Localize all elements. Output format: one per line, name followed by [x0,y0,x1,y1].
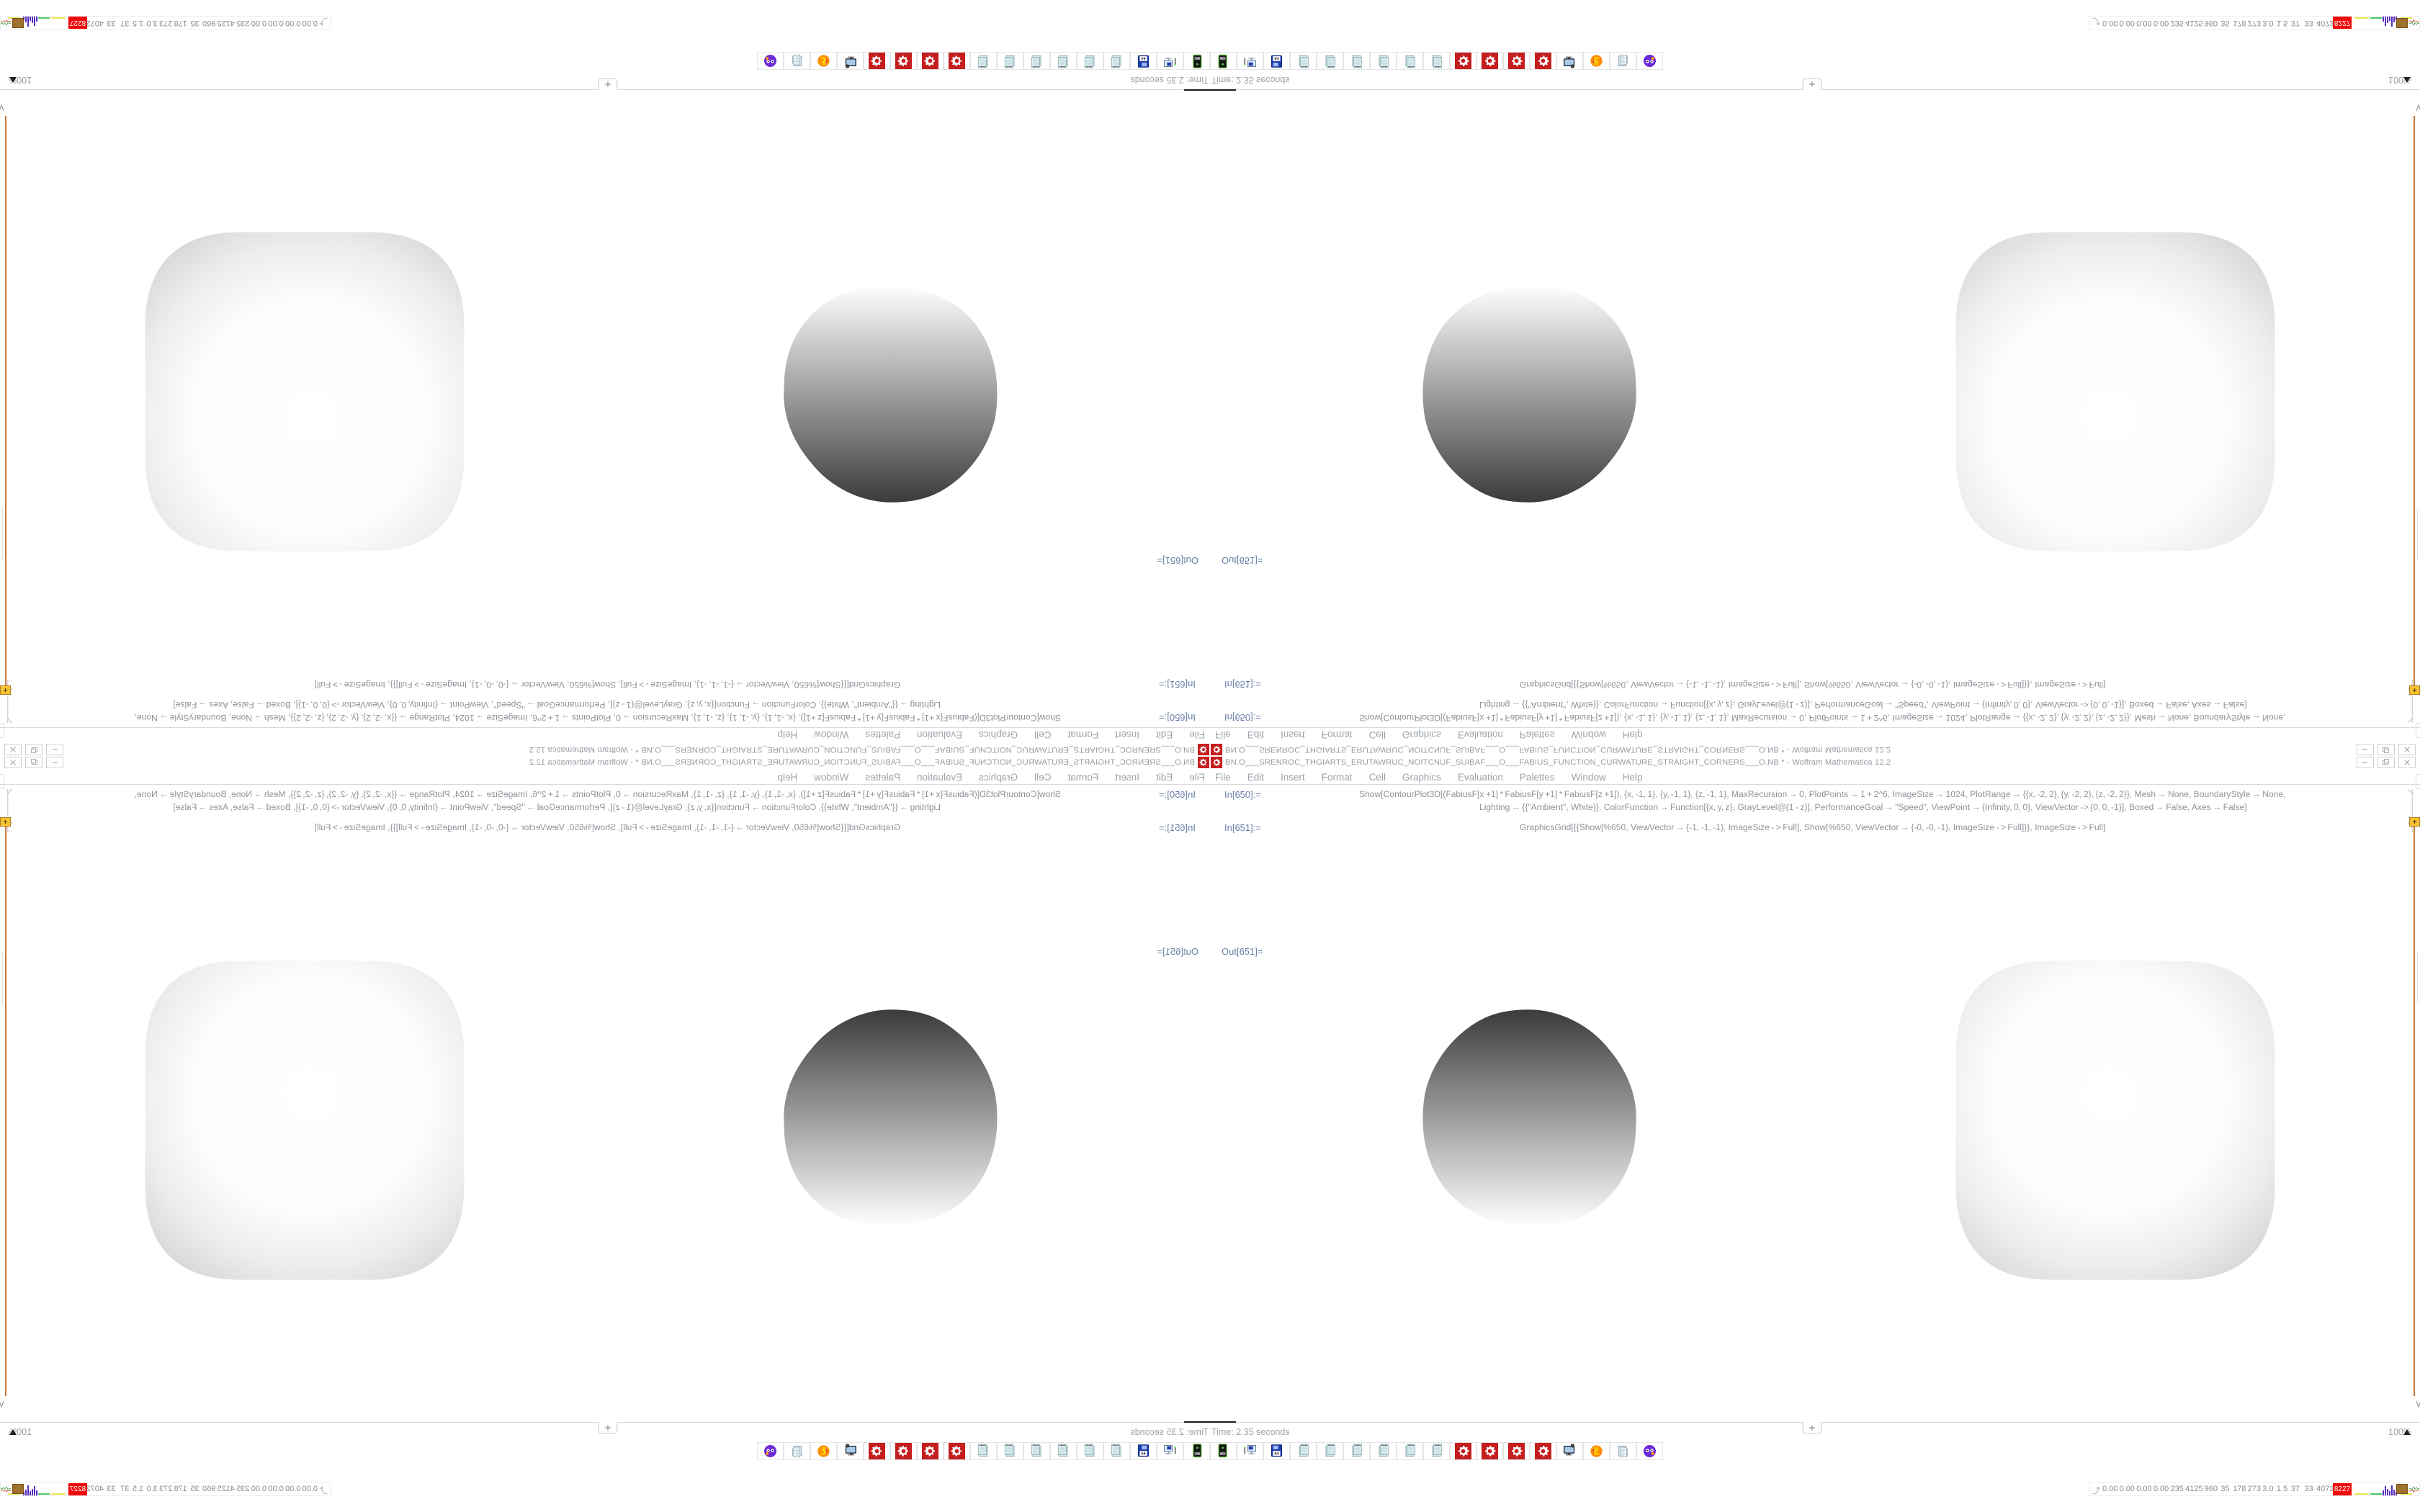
svg-text:64: 64 [1141,1452,1145,1456]
svg-text:64: 64 [1274,56,1278,60]
svg-text:64: 64 [1141,56,1145,60]
svg-text:64: 64 [1274,1452,1278,1456]
